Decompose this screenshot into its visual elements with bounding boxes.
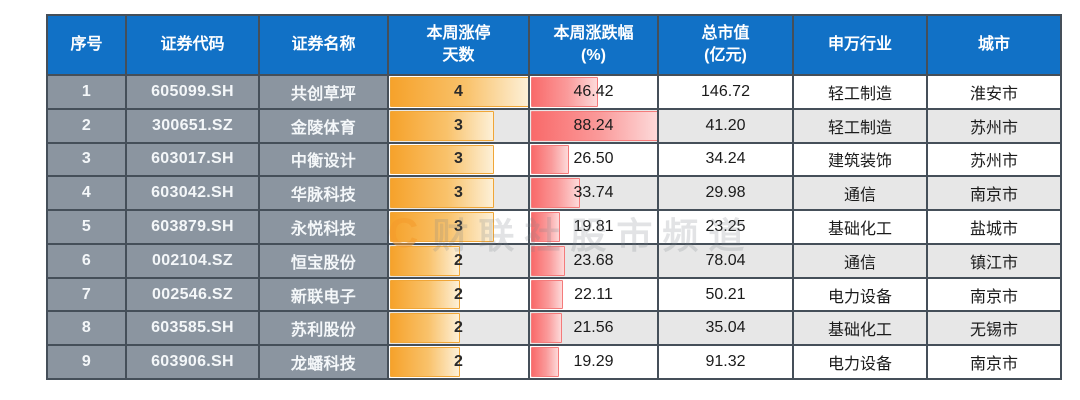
weekly-change-bar [531,347,559,377]
industry-cell: 电力设备 [794,346,926,378]
weekly-change-bar [531,313,563,344]
industry-cell: 轻工制造 [794,109,926,142]
city-cell: 镇江市 [928,244,1060,277]
stock-name-cell: 苏利股份 [260,312,387,345]
limit-up-days-bar [390,313,460,344]
limit-up-days-cell: 4 [389,76,528,108]
weekly-change-cell: 26.50 [530,143,657,176]
limit-up-days-bar [390,212,495,242]
limit-up-days-cell: 3 [389,177,528,210]
stock-code-cell: 002104.SZ [127,244,258,277]
row-index-cell: 4 [48,177,125,210]
limit-up-days-bar [390,77,528,107]
weekly-change-cell: 22.11 [530,278,657,311]
weekly-change-bar [531,77,598,107]
industry-cell: 基础化工 [794,312,926,345]
column-header-index: 序号 [48,16,125,74]
weekly-change-cell: 19.81 [530,211,657,243]
city-cell: 盐城市 [928,211,1060,243]
stock-name-cell: 恒宝股份 [260,244,387,277]
stock-name-cell: 金陵体育 [260,109,387,142]
stock-code-cell: 603879.SH [127,211,258,243]
limit-up-days-bar [390,144,495,175]
row-index-cell: 5 [48,211,125,243]
market-cap-cell: 146.72 [659,76,792,108]
weekly-change-cell: 23.68 [530,244,657,277]
limit-up-days-cell: 3 [389,211,528,243]
weekly-change-cell: 21.56 [530,312,657,345]
limit-up-days-bar [390,279,460,310]
stock-table: 序号 证券代码 证券名称 本周涨停 天数 本周涨跌幅 (%) 总市值 (亿元) 申万行业 城市… [46,14,1062,380]
row-index-cell: 6 [48,244,125,277]
stock-name-cell: 中衡设计 [260,143,387,176]
stock-code-cell: 300651.SZ [127,109,258,142]
market-cap-cell: 50.21 [659,278,792,311]
market-cap-cell: 78.04 [659,244,792,277]
column-header-market_cap: 总市值 (亿元) [659,16,792,74]
column-header-code: 证券代码 [127,16,258,74]
stock-code-cell: 603906.SH [127,346,258,378]
stock-code-cell: 603585.SH [127,312,258,345]
row-index-cell: 1 [48,76,125,108]
stock-name-cell: 共创草坪 [260,76,387,108]
industry-cell: 通信 [794,177,926,210]
city-cell: 南京市 [928,278,1060,311]
market-cap-cell: 35.04 [659,312,792,345]
limit-up-days-cell: 2 [389,312,528,345]
stock-name-cell: 新联电子 [260,278,387,311]
market-cap-cell: 29.98 [659,177,792,210]
city-cell: 苏州市 [928,143,1060,176]
limit-up-days-bar [390,178,495,209]
limit-up-days-cell: 3 [389,109,528,142]
market-cap-cell: 34.24 [659,143,792,176]
stock-name-cell: 龙蟠科技 [260,346,387,378]
weekly-change-bar [531,110,657,141]
city-cell: 苏州市 [928,109,1060,142]
industry-cell: 轻工制造 [794,76,926,108]
weekly-change-bar [531,178,580,209]
row-index-cell: 2 [48,109,125,142]
city-cell: 淮安市 [928,76,1060,108]
stock-code-cell: 605099.SH [127,76,258,108]
weekly-change-bar [531,279,563,310]
row-index-cell: 9 [48,346,125,378]
stock-code-cell: 603017.SH [127,143,258,176]
stock-code-cell: 603042.SH [127,177,258,210]
industry-cell: 电力设备 [794,278,926,311]
limit-up-days-bar [390,347,460,377]
column-header-city: 城市 [928,16,1060,74]
city-cell: 无锡市 [928,312,1060,345]
column-header-industry: 申万行业 [794,16,926,74]
weekly-change-cell: 33.74 [530,177,657,210]
market-cap-cell: 23.25 [659,211,792,243]
limit-up-days-bar [390,245,460,276]
column-header-limit_up_days: 本周涨停 天数 [389,16,528,74]
column-header-weekly_change_pct: 本周涨跌幅 (%) [530,16,657,74]
market-cap-cell: 91.32 [659,346,792,378]
industry-cell: 建筑装饰 [794,143,926,176]
city-cell: 南京市 [928,177,1060,210]
weekly-change-cell: 19.29 [530,346,657,378]
market-cap-cell: 41.20 [659,109,792,142]
column-header-name: 证券名称 [260,16,387,74]
limit-up-days-cell: 2 [389,346,528,378]
city-cell: 南京市 [928,346,1060,378]
row-index-cell: 3 [48,143,125,176]
limit-up-days-cell: 2 [389,244,528,277]
limit-up-days-cell: 2 [389,278,528,311]
weekly-change-bar [531,144,570,175]
weekly-change-cell: 88.24 [530,109,657,142]
stock-code-cell: 002546.SZ [127,278,258,311]
weekly-change-bar [531,245,566,276]
limit-up-days-cell: 3 [389,143,528,176]
row-index-cell: 7 [48,278,125,311]
weekly-change-bar [531,212,560,242]
row-index-cell: 8 [48,312,125,345]
stock-name-cell: 华脉科技 [260,177,387,210]
limit-up-days-bar [390,110,495,141]
industry-cell: 基础化工 [794,211,926,243]
industry-cell: 通信 [794,244,926,277]
stock-name-cell: 永悦科技 [260,211,387,243]
weekly-change-cell: 46.42 [530,76,657,108]
